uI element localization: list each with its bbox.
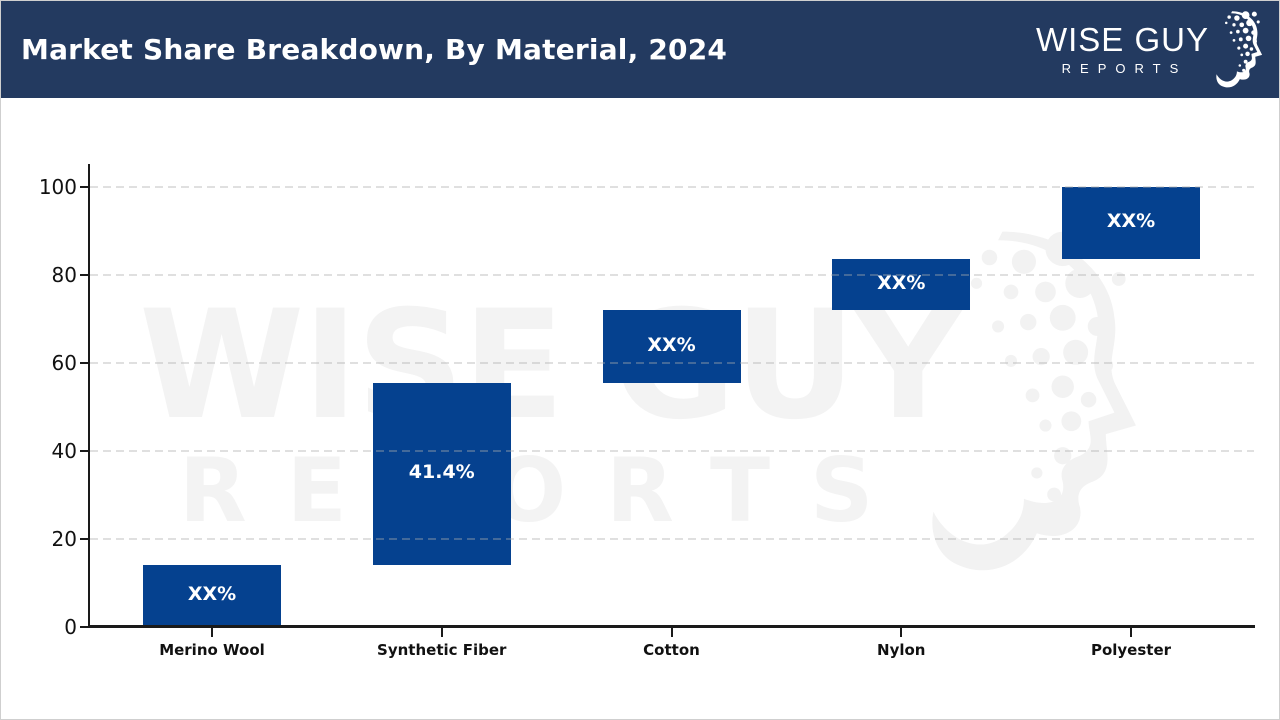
y-tick-20: [80, 538, 88, 540]
x-category-label: Merino Wool: [159, 641, 265, 659]
x-tick-3: [900, 628, 903, 637]
gridline-20: [90, 538, 1254, 540]
bar-synthetic-fiber: [372, 383, 511, 566]
wiseguy-logo: WISE GUY REPORTS: [1036, 9, 1265, 91]
y-tick-80: [80, 274, 88, 276]
header: Market Share Breakdown, By Material, 202…: [1, 1, 1279, 98]
bar-value-label: XX%: [647, 333, 696, 356]
y-tick-0: [80, 626, 88, 628]
logo-wordmark-line1: WISE GUY: [1035, 21, 1209, 58]
gridline-80: [90, 274, 1254, 276]
watermark-text-line1: WISE GUY: [139, 279, 963, 453]
x-category-label: Nylon: [877, 641, 926, 659]
y-tick-60: [80, 362, 88, 364]
bar-merino-wool: [143, 565, 281, 627]
x-tick-4: [1130, 628, 1132, 637]
y-tick-label-60: 60: [51, 351, 77, 375]
y-tick-label-40: 40: [51, 439, 77, 463]
bar-value-label: XX%: [187, 583, 237, 606]
logo-wordmark-line2: REPORTS: [1061, 61, 1188, 76]
y-tick-40: [80, 450, 88, 452]
x-category-label: Synthetic Fiber: [377, 641, 507, 659]
logo-face-icon: [1216, 10, 1263, 87]
y-tick-label-0: 0: [64, 615, 77, 639]
x-tick-1: [440, 628, 443, 637]
bar-value-label: 41.4%: [408, 461, 475, 484]
gridline-100: [90, 186, 1254, 188]
x-tick-0: [211, 628, 213, 637]
gridline-60: [90, 362, 1254, 364]
x-tick-2: [670, 628, 673, 637]
page-title: Market Share Breakdown, By Material, 202…: [21, 33, 728, 66]
bar-value-label: XX%: [877, 271, 926, 294]
watermark-text-line2: REPORTS: [179, 439, 914, 542]
bar-cotton: [602, 310, 741, 384]
x-axis-line: [88, 625, 1255, 628]
bar-nylon: [832, 259, 971, 311]
x-category-label: Cotton: [643, 641, 700, 659]
y-tick-100: [80, 186, 88, 188]
y-tick-label-80: 80: [51, 263, 77, 287]
gridline-40: [90, 450, 1254, 452]
y-tick-label-20: 20: [51, 527, 77, 551]
y-tick-label-100: 100: [38, 175, 77, 199]
x-category-label: Polyester: [1090, 641, 1172, 659]
y-axis-line: [88, 164, 90, 628]
bar-value-label: XX%: [1106, 210, 1156, 233]
logo-wordmark: WISE GUY REPORTS: [1036, 23, 1209, 76]
bar-polyester: [1062, 187, 1200, 260]
